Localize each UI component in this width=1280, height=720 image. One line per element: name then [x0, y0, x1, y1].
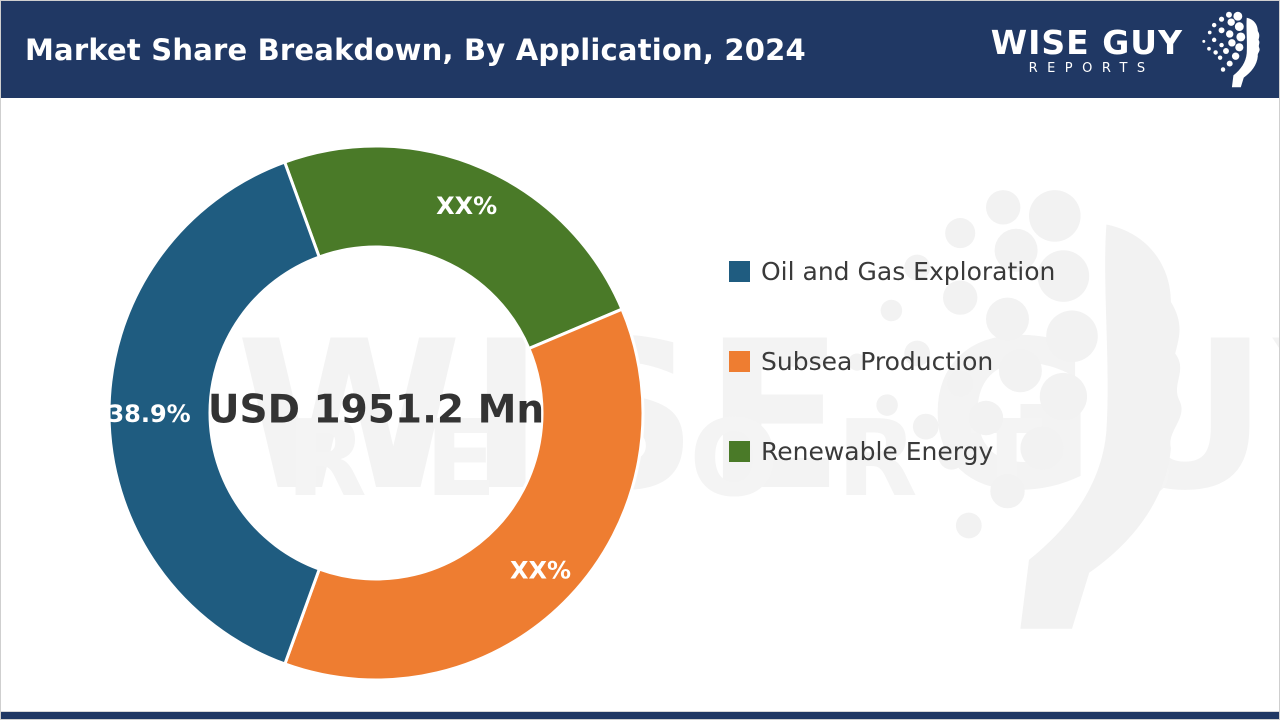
legend-item: Oil and Gas Exploration	[729, 255, 1055, 287]
donut-segment-renewable-energy	[283, 144, 624, 350]
legend-label: Oil and Gas Exploration	[761, 256, 1056, 286]
legend-swatch-icon	[729, 440, 750, 462]
brand-name: WISE GUY	[990, 23, 1183, 62]
legend-label: Subsea Production	[761, 346, 994, 376]
page-title: Market Share Breakdown, By Application, …	[25, 32, 806, 67]
donut-segment-oil-and-gas-exploration	[107, 160, 321, 666]
legend-item: Subsea Production	[729, 345, 1055, 377]
footer-bar	[1, 712, 1279, 719]
header-bar: Market Share Breakdown, By Application, …	[1, 1, 1279, 98]
footer-divider	[1, 711, 1279, 712]
donut-center-value: USD 1951.2 Mn	[207, 387, 545, 433]
legend-swatch-icon	[729, 260, 750, 282]
chart-legend: Oil and Gas Exploration Subsea Production…	[729, 255, 1055, 525]
brand-subname: REPORTS	[1028, 61, 1155, 76]
donut-segment-subsea-production	[283, 307, 645, 682]
segment-percent-label: XX%	[436, 192, 497, 220]
legend-item: Renewable Energy	[729, 435, 1055, 467]
brand-logo: WISE GUY REPORTS	[991, 10, 1263, 92]
segment-percent-label: XX%	[510, 556, 571, 584]
legend-swatch-icon	[729, 350, 750, 372]
brand-logo-text: WISE GUY REPORTS	[991, 26, 1183, 75]
segment-percent-label: 38.9%	[107, 400, 190, 428]
legend-label: Renewable Energy	[761, 436, 994, 466]
